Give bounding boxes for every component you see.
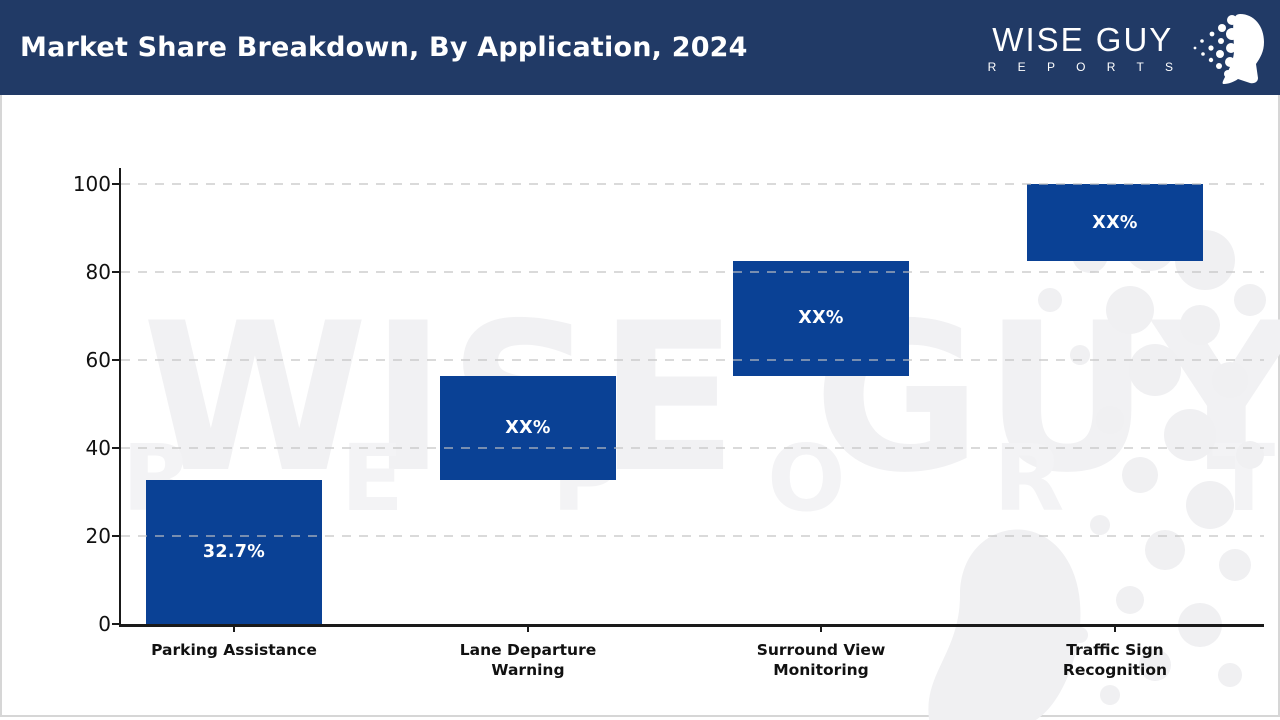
watermark-wordmark: WISE GUY [142,280,1280,518]
y-tick-label-60: 60 [85,348,111,372]
header: Market Share Breakdown, By Application, … [0,0,1280,95]
x-tick-mark [233,624,235,632]
y-tick-mark-60 [112,359,120,361]
bar-value-label: 32.7% [202,542,266,563]
gridline-60 [121,359,1264,361]
bar-value-label: XX% [798,308,844,329]
bar-segment: 32.7% [146,480,322,624]
gridline-80 [121,271,1264,273]
y-tick-label-40: 40 [85,436,111,460]
category-label: Lane Departure Warning [459,641,597,680]
category-label: Parking Assistance [151,641,317,659]
gridline-100 [121,183,1264,185]
category-label: Surround View Monitoring [756,641,886,680]
y-tick-mark-20 [112,535,120,537]
chart-card: WISE GUY R E P O R T S 02040608010032.7%… [0,95,1280,720]
bar-value-label: XX% [505,417,551,438]
y-tick-label-20: 20 [85,524,111,548]
logo-text: WISE GUY R E P O R T S [984,23,1182,73]
y-tick-mark-80 [112,271,120,273]
y-tick-label-100: 100 [72,172,111,196]
logo-wordmark: WISE GUY [992,21,1174,58]
x-tick-mark [527,624,529,632]
bar-segment: XX% [733,261,909,376]
plot-area: 0 20 40 60 80 100 32.7% Parking Assistance XX% La… [73,168,1264,679]
bar-segment: XX% [1027,184,1203,261]
y-tick-mark-100 [112,183,120,185]
page-title: Market Share Breakdown, By Application, … [20,32,748,63]
y-tick-mark-0 [112,623,120,625]
y-tick-mark-40 [112,447,120,449]
logo-subtitle: R E P O R T S [987,60,1182,74]
category-label: Traffic Sign Recognition [1062,641,1168,680]
y-tick-label-0: 0 [98,612,111,636]
y-tick-label-80: 80 [85,260,111,284]
gridline-20 [121,535,1264,537]
bar-value-label: XX% [1092,212,1138,233]
gridline-40 [121,447,1264,449]
logo-face-icon [1193,14,1264,84]
wiseguy-logo: WISE GUY R E P O R T S [984,8,1266,88]
bar-segment: XX% [440,375,616,481]
x-tick-mark [1114,624,1116,632]
x-tick-mark [820,624,822,632]
